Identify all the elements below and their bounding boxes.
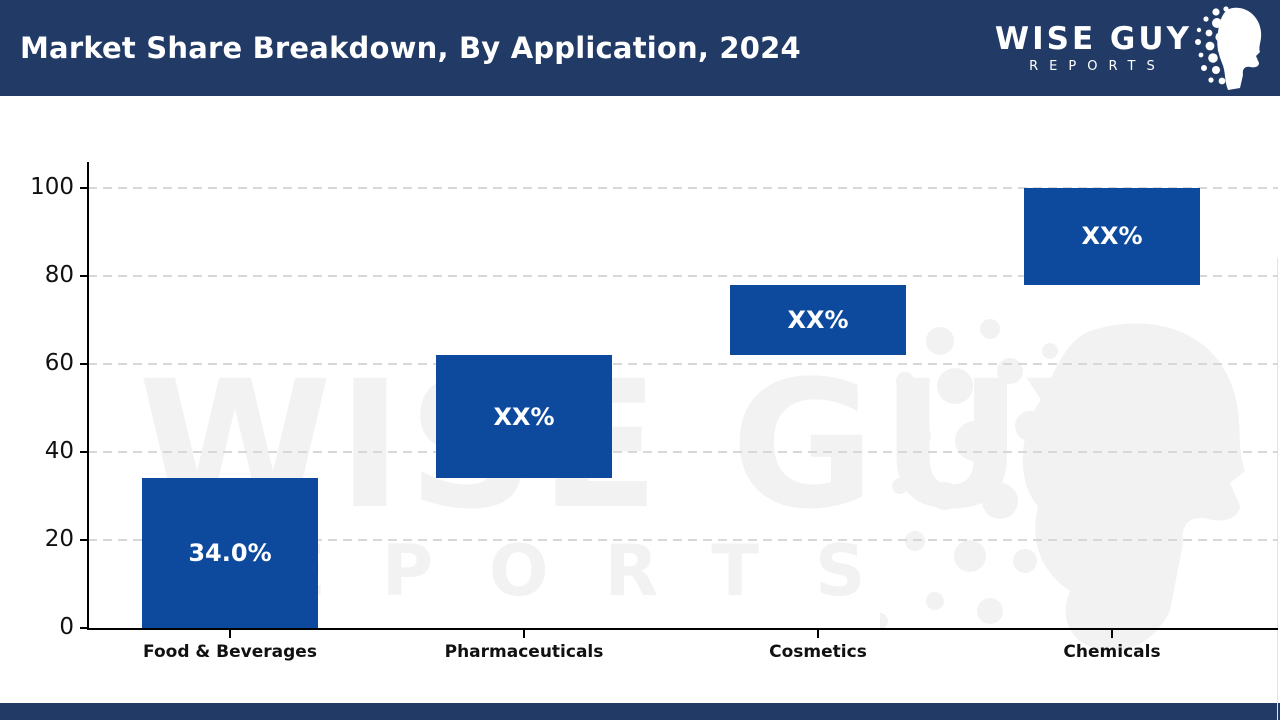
- bar-cosmetics[interactable]: XX%: [730, 284, 906, 356]
- chart-area: WISE GUY REPORTS 0 20 40 60 80 100 34.0% Food &…: [0, 96, 1280, 720]
- y-tick-label-80: 80: [44, 262, 74, 288]
- footer-bar: [0, 703, 1280, 720]
- bar-food-beverages[interactable]: 34.0%: [142, 478, 318, 628]
- gridline-100: [88, 187, 1278, 189]
- plot-right-border: [1277, 258, 1278, 720]
- logo-text: WISE GUY REPORTS: [994, 20, 1192, 74]
- x-tick-1: [523, 630, 525, 638]
- y-tick-label-0: 0: [59, 614, 74, 640]
- bar-value-label: XX%: [493, 402, 555, 431]
- gridline-20: [88, 539, 1278, 541]
- x-tick-0: [229, 630, 231, 638]
- y-axis: [87, 162, 89, 630]
- y-tick-100: [80, 187, 88, 189]
- y-tick-60: [80, 363, 88, 365]
- x-tick-label-1: Pharmaceuticals: [444, 642, 604, 662]
- logo-wordmark: WISE GUY: [994, 20, 1192, 57]
- y-tick-label-40: 40: [44, 438, 74, 464]
- y-tick-label-20: 20: [44, 526, 74, 552]
- bar-chemicals[interactable]: XX%: [1024, 188, 1200, 285]
- y-tick-0: [80, 627, 88, 629]
- gridline-80: [88, 275, 1278, 277]
- x-axis: [87, 628, 1278, 630]
- x-tick-3: [1111, 630, 1113, 638]
- gridline-40: [88, 451, 1278, 453]
- logo-head-icon: [1195, 6, 1262, 90]
- bar-pharmaceuticals[interactable]: XX%: [436, 355, 612, 479]
- watermark-head-dots: [880, 319, 1245, 651]
- bar-value-label: XX%: [1081, 222, 1143, 251]
- page-title: Market Share Breakdown, By Application, …: [20, 31, 801, 65]
- gridline-60: [88, 363, 1278, 365]
- y-tick-40: [80, 451, 88, 453]
- y-tick-80: [80, 275, 88, 277]
- x-tick-label-3: Chemicals: [1063, 642, 1161, 662]
- x-tick-label-0: Food & Beverages: [143, 642, 317, 662]
- x-tick-2: [817, 630, 819, 638]
- wise-guy-logo: WISE GUY REPORTS: [995, 4, 1280, 92]
- logo-subtitle: REPORTS: [1029, 58, 1166, 74]
- x-tick-label-2: Cosmetics: [769, 642, 867, 662]
- y-tick-label-60: 60: [44, 350, 74, 376]
- header-bar: Market Share Breakdown, By Application, …: [0, 0, 1280, 96]
- bar-value-label: 34.0%: [188, 539, 272, 568]
- bar-value-label: XX%: [787, 305, 849, 334]
- y-tick-20: [80, 539, 88, 541]
- y-tick-label-100: 100: [30, 174, 74, 200]
